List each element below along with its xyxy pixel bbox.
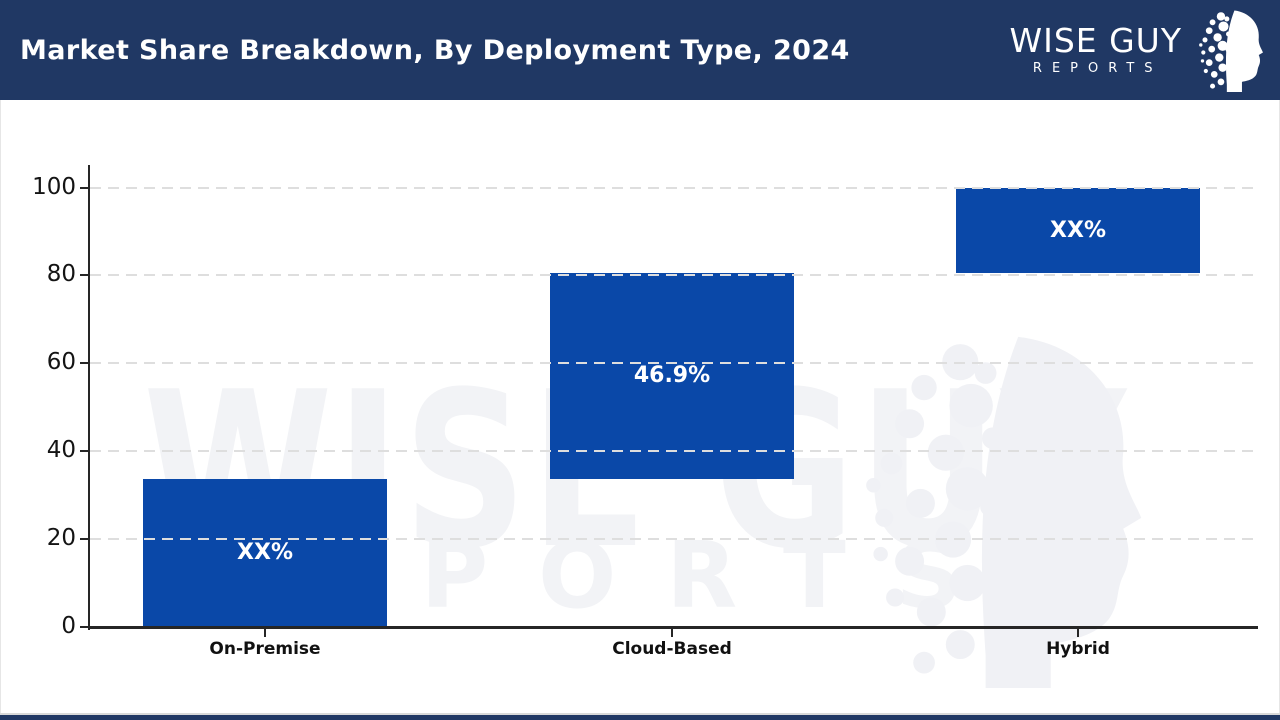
x-tick-label: Cloud-Based	[612, 639, 732, 659]
y-gridline	[90, 362, 1258, 365]
y-tick-mark	[80, 626, 89, 628]
y-tick-mark	[80, 186, 89, 189]
chart-area: WISE GUY REPORTS 0 20 40 60 80 100 XX% On-Premi…	[0, 100, 1280, 715]
x-axis-line	[88, 626, 1258, 629]
x-tick-label: On-Premise	[209, 639, 321, 659]
y-tick-label: 40	[46, 437, 76, 464]
y-tick-label: 80	[46, 261, 76, 288]
y-gridline	[90, 186, 1258, 189]
bar-value-label: XX%	[1050, 217, 1106, 243]
y-gridline	[90, 450, 1258, 453]
y-gridline	[90, 274, 1258, 277]
bar-value-label: 46.9%	[633, 363, 711, 389]
brand-logo: WISE GUY REPORTS	[1009, 4, 1268, 96]
y-tick-mark	[80, 538, 89, 541]
watermark-head-dots-icon	[866, 336, 1142, 688]
bar-segment	[143, 478, 387, 627]
brand-wordmark: WISE GUY	[1009, 20, 1182, 60]
x-tick-mark	[264, 628, 266, 637]
brand-subtext: REPORTS	[1032, 61, 1163, 77]
brand-logo-text: WISE GUY REPORTS	[1009, 20, 1182, 77]
x-tick-label: Hybrid	[1046, 639, 1110, 659]
bar-value-label: XX%	[237, 540, 293, 566]
page-title: Market Share Breakdown, By Deployment Ty…	[20, 34, 850, 66]
y-tick-label: 60	[46, 349, 76, 376]
y-tick-label: 20	[46, 525, 76, 552]
y-tick-mark	[80, 450, 89, 453]
x-tick-mark	[1077, 628, 1079, 637]
y-tick-label: 0	[61, 613, 76, 639]
bar-segment	[550, 272, 794, 479]
y-tick-label: 100	[32, 173, 76, 200]
footer-bar	[0, 713, 1280, 720]
head-dots-icon	[1199, 10, 1263, 92]
x-tick-mark	[671, 628, 673, 637]
y-axis-line	[88, 165, 90, 630]
header-bar: Market Share Breakdown, By Deployment Ty…	[0, 0, 1280, 100]
y-tick-mark	[80, 274, 89, 277]
y-gridline	[90, 538, 1258, 541]
y-tick-mark	[80, 362, 89, 365]
bar-segment	[956, 187, 1200, 273]
